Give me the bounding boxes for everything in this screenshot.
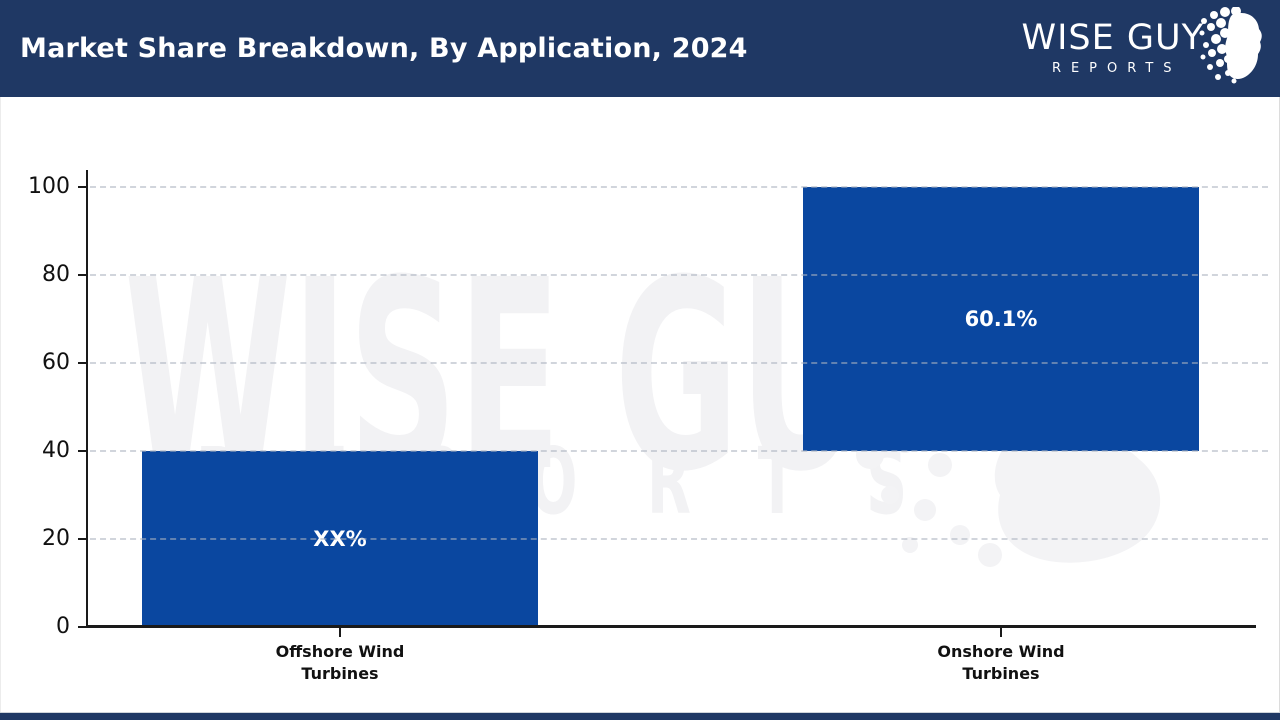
x-tick-offshore-wind-turbines (339, 628, 341, 637)
y-tick-label-60: 60 (42, 350, 70, 375)
y-tick-40 (78, 450, 86, 452)
y-tick-100 (78, 186, 86, 188)
wiseguy-logo-text: WISE GUY REPORTS (1021, 18, 1204, 77)
y-tick-label-100: 100 (28, 174, 70, 199)
gridline-100 (90, 186, 1268, 188)
gridline-40 (90, 450, 1268, 452)
wiseguy-logo: WISE GUY REPORTS (1021, 5, 1264, 91)
wiseguy-face-icon (1198, 5, 1264, 91)
y-tick-label-0: 0 (56, 614, 70, 639)
y-tick-60 (78, 362, 86, 364)
gridline-60 (90, 362, 1268, 364)
y-tick-label-80: 80 (42, 262, 70, 287)
gridline-20 (90, 538, 1268, 540)
x-tick-onshore-wind-turbines (1000, 628, 1002, 637)
y-tick-80 (78, 274, 86, 276)
x-axis-label-offshore-wind-turbines: Offshore Wind Turbines (275, 642, 405, 683)
footer-bar (0, 712, 1280, 720)
y-tick-label-40: 40 (42, 438, 70, 463)
gridline-80 (90, 274, 1268, 276)
y-axis-line (86, 170, 88, 628)
bar-value-label-onshore-wind-turbines: 60.1% (964, 307, 1038, 331)
page-title: Market Share Breakdown, By Application, … (20, 33, 748, 64)
x-axis-line (86, 625, 1256, 628)
y-tick-20 (78, 538, 86, 540)
wiseguy-logo-name: WISE GUY (1021, 18, 1204, 58)
header-bar: Market Share Breakdown, By Application, … (0, 0, 1280, 97)
x-axis-label-onshore-wind-turbines: Onshore Wind Turbines (937, 642, 1065, 683)
y-tick-label-20: 20 (42, 526, 70, 551)
bar-onshore-wind-turbines: 60.1% (803, 187, 1199, 451)
wiseguy-logo-sub: REPORTS (1051, 61, 1182, 76)
y-tick-0 (78, 626, 86, 628)
